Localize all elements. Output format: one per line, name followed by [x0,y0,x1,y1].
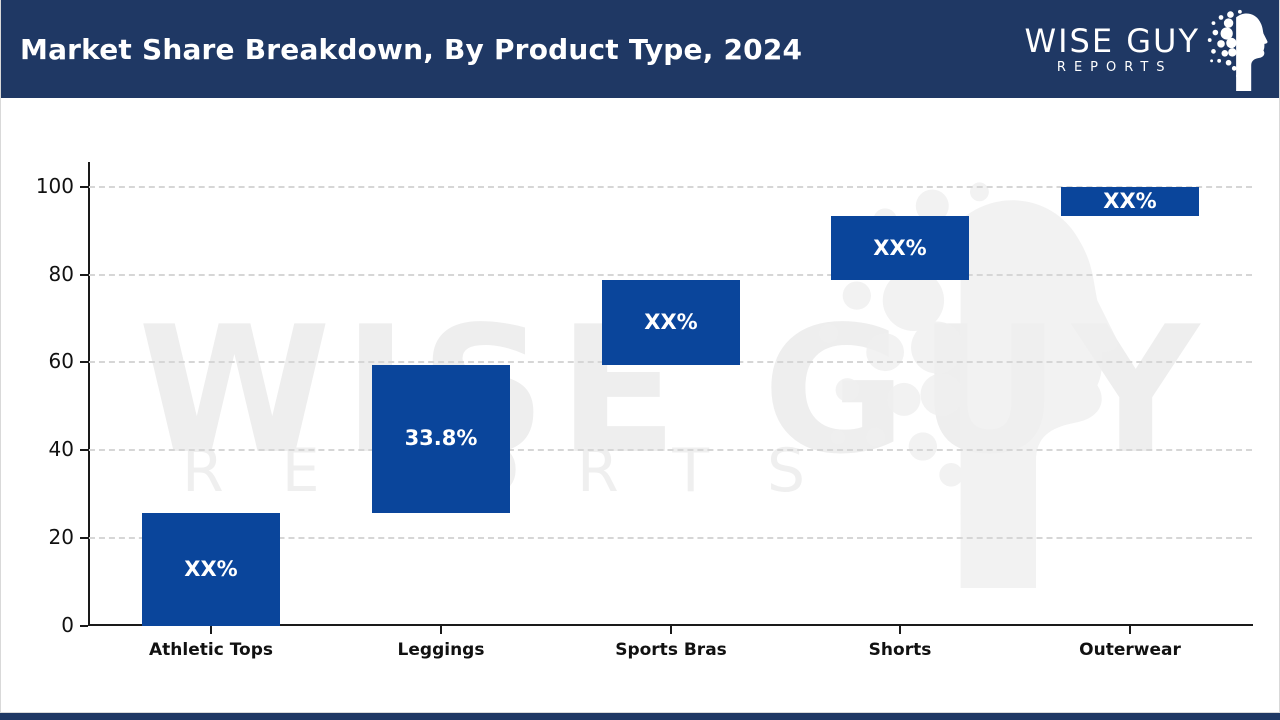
wiseguy-logo: WISE GUY REPORTS [1024,8,1272,91]
category-label: Outerwear [1079,640,1181,660]
y-tick-mark [80,361,88,364]
bar-outerwear: XX% [1061,186,1199,217]
category-label: Sports Bras [615,640,727,660]
y-tick-mark [80,273,88,276]
header-bar: Market Share Breakdown, By Product Type,… [0,0,1280,98]
bar-value-label: 33.8% [404,426,478,451]
page-title: Market Share Breakdown, By Product Type,… [20,32,803,66]
wiseguy-head-icon [1207,9,1268,91]
y-tick-label: 0 [61,613,74,637]
gridline [89,537,1252,540]
footer-divider [0,712,1280,713]
x-tick-mark [1129,626,1131,634]
y-tick-label: 40 [48,437,74,462]
y-axis-line [88,162,90,626]
logo-text: WISE GUY REPORTS [1024,25,1200,74]
y-tick-mark [80,537,88,540]
x-tick-mark [670,626,672,634]
y-tick-label: 20 [48,525,74,550]
y-tick-label: 80 [48,261,74,286]
y-tick-mark [80,449,88,452]
bar-value-label: XX% [873,235,927,260]
y-tick-label: 60 [48,349,74,374]
category-label: Shorts [868,640,932,660]
gridline [89,273,1252,276]
category-label: Leggings [397,640,485,660]
bar-sports-bras: XX% [602,279,740,365]
bar-value-label: XX% [184,557,238,582]
x-tick-mark [440,626,442,634]
y-tick-mark [80,625,88,627]
logo-line1: WISE GUY [1024,21,1200,60]
x-axis-line [88,624,1253,626]
footer-bar [0,713,1280,720]
y-tick-mark [80,185,88,188]
gridline [89,449,1252,452]
x-tick-mark [210,626,212,634]
logo-line2: REPORTS [1056,59,1173,75]
left-border [0,0,1,720]
bar-athletic-tops: XX% [142,513,280,626]
x-tick-mark [899,626,901,634]
gridline [89,185,1252,188]
bar-leggings: 33.8% [372,364,510,514]
bar-value-label: XX% [1103,189,1157,213]
bar-value-label: XX% [644,309,698,334]
y-tick-label: 100 [35,173,74,198]
bar-shorts: XX% [831,216,969,280]
category-label: Athletic Tops [149,640,273,660]
